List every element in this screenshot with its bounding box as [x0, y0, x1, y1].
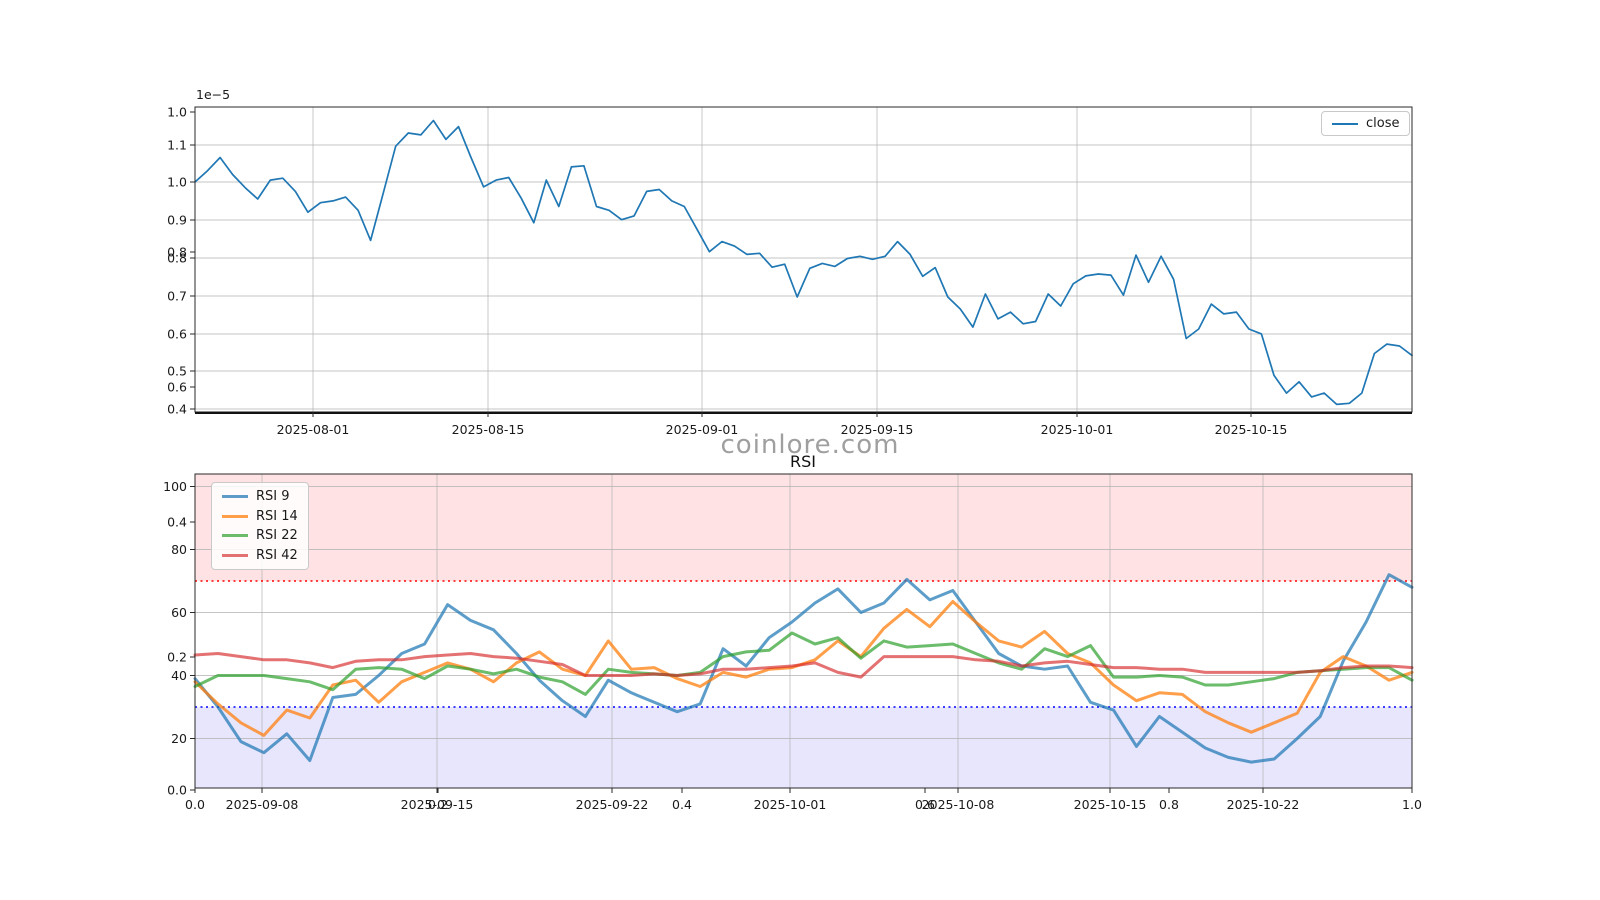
overlay-y-tick-label: 0.0 [167, 783, 187, 798]
rsi-x-tick-label: 2025-09-22 [576, 797, 649, 812]
overlay-x-tick-label: 0.4 [672, 797, 692, 812]
overlay-y-tick-label: 0.4 [167, 515, 187, 530]
legend-rsi-2-sample-line [222, 514, 248, 518]
price-y-tick-label: 0.7 [167, 289, 187, 304]
legend-rsi-2-entry: RSI 14 [222, 509, 298, 524]
legend-rsi-1-entry: RSI 9 [222, 489, 298, 504]
price-x-tick-label: 2025-08-15 [452, 422, 525, 437]
rsi-x-tick-label: 2025-09-08 [226, 797, 299, 812]
price-y-tick-label: 0.9 [167, 213, 187, 228]
legend-close-entry: close [1332, 116, 1399, 131]
rsi-line-4 [193, 652, 1414, 679]
rsi-plot-background [195, 474, 1412, 788]
overlay-x-tick-label: 1.0 [1402, 797, 1422, 812]
watermark: coinlore.com [720, 430, 900, 460]
price-x-tick-label: 2025-08-01 [277, 422, 350, 437]
rsi-y-tick-label: 80 [171, 542, 187, 557]
price-legend: close [1321, 111, 1411, 136]
y-axis-offset-label: 1e−5 [196, 87, 231, 102]
overbought-band [195, 474, 1412, 581]
price-y-tick-label: 1.1 [167, 138, 187, 153]
rsi-line-3 [193, 631, 1414, 696]
legend-close-sample-line [1332, 122, 1358, 125]
price-x-tick-label: 2025-10-15 [1215, 422, 1288, 437]
rsi-panel-title: RSI [790, 452, 816, 471]
rsi-axes-frame [194, 473, 1413, 789]
oversold-band [195, 707, 1412, 788]
price-y-tick-label: 0.6 [167, 327, 187, 342]
overlay-x-tick-label: 0.2 [428, 797, 448, 812]
legend-close-label: close [1366, 116, 1400, 131]
rsi-x-tick-label: 2025-10-01 [754, 797, 827, 812]
overlay-x-tick-label: 0.0 [185, 797, 205, 812]
price-y-tick-label: 0.8 [167, 251, 187, 266]
overlay-x-tick-label: 0.6 [915, 797, 935, 812]
legend-rsi-4-sample-line [222, 553, 248, 557]
overlay-y-tick-label: 1.0 [167, 105, 187, 120]
legend-rsi-3-sample-line [222, 534, 248, 537]
legend-rsi-2-label: RSI 14 [256, 508, 298, 524]
legend-rsi-4-entry: RSI 42 [222, 548, 298, 563]
close-line [194, 119, 1413, 406]
overlay-y-tick-label: 0.2 [167, 650, 187, 665]
overlay-y-tick-label: 0.8 [167, 245, 187, 260]
price-y-tick-label: 0.4 [167, 402, 187, 417]
rsi-x-tick-label: 2025-10-08 [922, 797, 995, 812]
price-y-tick-label: 0.5 [167, 364, 187, 379]
legend-rsi-3-entry: RSI 22 [222, 528, 298, 543]
rsi-y-tick-label: 60 [171, 605, 187, 620]
rsi-x-tick-label: 2025-10-22 [1227, 797, 1300, 812]
price-x-tick-label: 2025-09-15 [841, 422, 914, 437]
overlay-x-tick-label: 0.8 [1159, 797, 1179, 812]
rsi-x-tick-label: 2025-10-15 [1074, 797, 1147, 812]
rsi-y-tick-label: 40 [171, 668, 187, 683]
rsi-legend: RSI 9 RSI 14 RSI 22 RSI 42 [211, 482, 309, 570]
price-plot-background [195, 107, 1412, 412]
price-y-tick-label: 1.0 [167, 175, 187, 190]
legend-rsi-1-label: RSI 9 [256, 489, 290, 504]
legend-rsi-1-sample-line [222, 495, 248, 498]
price-x-tick-label: 2025-09-01 [666, 422, 739, 437]
rsi-y-tick-label: 100 [163, 479, 187, 494]
legend-rsi-4-label: RSI 42 [256, 547, 298, 563]
overlay-y-tick-label: 0.6 [167, 380, 187, 395]
rsi-y-tick-label: 20 [171, 731, 187, 746]
price-x-tick-label: 2025-10-01 [1041, 422, 1114, 437]
rsi-line-1 [193, 573, 1414, 764]
legend-rsi-3-label: RSI 22 [256, 528, 298, 543]
rsi-x-tick-label: 2025-09-15 [401, 797, 474, 812]
